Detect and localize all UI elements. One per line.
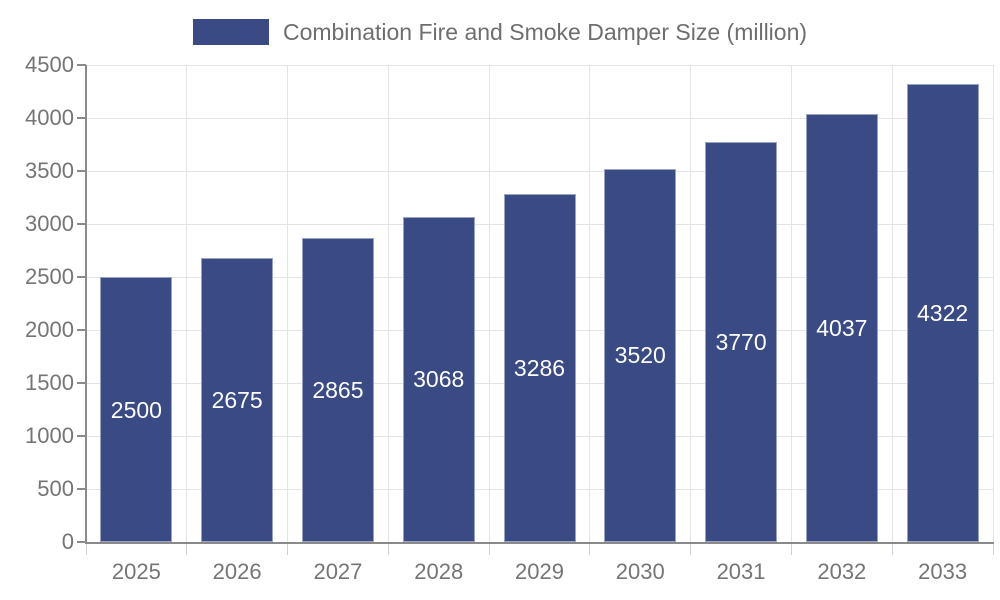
x-axis-tick-label: 2033 (918, 559, 968, 584)
x-axis-boundary-tick (287, 542, 289, 555)
bar-value-label: 2675 (211, 387, 263, 414)
y-axis-tick (77, 64, 86, 66)
x-axis-boundary-tick (589, 542, 591, 555)
y-axis-tick (77, 382, 86, 384)
chart-legend[interactable]: Combination Fire and Smoke Damper Size (… (0, 16, 1000, 48)
x-axis-tick-label: 2032 (817, 559, 867, 584)
y-axis-tick-label: 1000 (25, 423, 74, 448)
x-axis-line (85, 542, 994, 544)
y-axis-tick (77, 488, 86, 490)
x-axis-tick-label: 2030 (615, 559, 665, 584)
x-axis-boundary-tick (85, 542, 87, 555)
y-axis-tick (77, 541, 86, 543)
bar-value-label: 2865 (312, 377, 364, 404)
y-gridline (86, 117, 993, 119)
y-axis-tick-label: 2500 (25, 264, 74, 289)
legend-swatch (192, 19, 269, 45)
bar-value-label: 2500 (110, 396, 162, 423)
bar-2030[interactable] (604, 168, 677, 542)
y-axis-tick (77, 117, 86, 119)
x-axis-boundary-tick (488, 542, 490, 555)
x-axis-boundary-tick (186, 542, 188, 555)
y-axis-tick-label: 4500 (25, 52, 74, 77)
y-gridline (86, 64, 993, 66)
y-gridline (86, 170, 993, 172)
bar-2032[interactable] (805, 114, 878, 542)
x-axis-boundary-tick (992, 542, 994, 555)
x-axis-tick-label: 2027 (313, 559, 363, 584)
x-gridline (891, 65, 893, 542)
x-gridline (488, 65, 490, 542)
x-gridline (287, 65, 289, 542)
y-axis-tick (77, 276, 86, 278)
bar-2028[interactable] (402, 216, 475, 542)
x-axis-tick-label: 2031 (716, 559, 766, 584)
x-gridline (690, 65, 692, 542)
y-axis-tick-label: 3500 (25, 158, 74, 183)
bar-2025[interactable] (100, 277, 173, 542)
x-gridline (186, 65, 188, 542)
y-axis-tick (77, 435, 86, 437)
x-gridline (589, 65, 591, 542)
y-axis-tick (77, 170, 86, 172)
bar-2033[interactable] (906, 83, 979, 542)
y-axis-tick (77, 329, 86, 331)
y-axis-line (85, 65, 87, 544)
x-axis-tick-label: 2028 (414, 559, 464, 584)
bar-value-label: 3286 (513, 354, 566, 381)
bar-value-label: 3068 (413, 366, 465, 393)
bar-2031[interactable] (705, 142, 778, 542)
x-axis-boundary-tick (690, 542, 692, 555)
legend-label: Combination Fire and Smoke Damper Size (… (282, 19, 808, 45)
y-axis-tick-label: 2000 (25, 317, 74, 342)
x-axis-boundary-tick (891, 542, 893, 555)
bar-value-label: 3520 (614, 342, 666, 369)
y-axis-tick-label: 4000 (25, 105, 74, 130)
y-axis-tick-label: 1500 (25, 370, 74, 395)
bar-value-label: 4037 (816, 315, 868, 342)
y-axis-tick-label: 3000 (25, 211, 74, 236)
x-gridline (387, 65, 389, 542)
bar-value-label: 4322 (917, 299, 969, 326)
bar-2026[interactable] (201, 258, 274, 542)
y-axis-tick (77, 223, 86, 225)
x-axis-tick-label: 2025 (111, 559, 161, 584)
bar-value-label: 3770 (715, 329, 767, 356)
bar-2027[interactable] (301, 238, 374, 542)
x-axis-tick-label: 2026 (212, 559, 262, 584)
y-axis-tick-label: 500 (37, 476, 74, 501)
x-axis-tick-label: 2029 (515, 559, 564, 584)
x-gridline (790, 65, 792, 542)
bar-2029[interactable] (503, 193, 576, 542)
x-axis-boundary-tick (790, 542, 792, 555)
x-axis-boundary-tick (387, 542, 389, 555)
y-axis-tick-label: 0 (61, 529, 74, 554)
x-gridline (992, 65, 994, 542)
